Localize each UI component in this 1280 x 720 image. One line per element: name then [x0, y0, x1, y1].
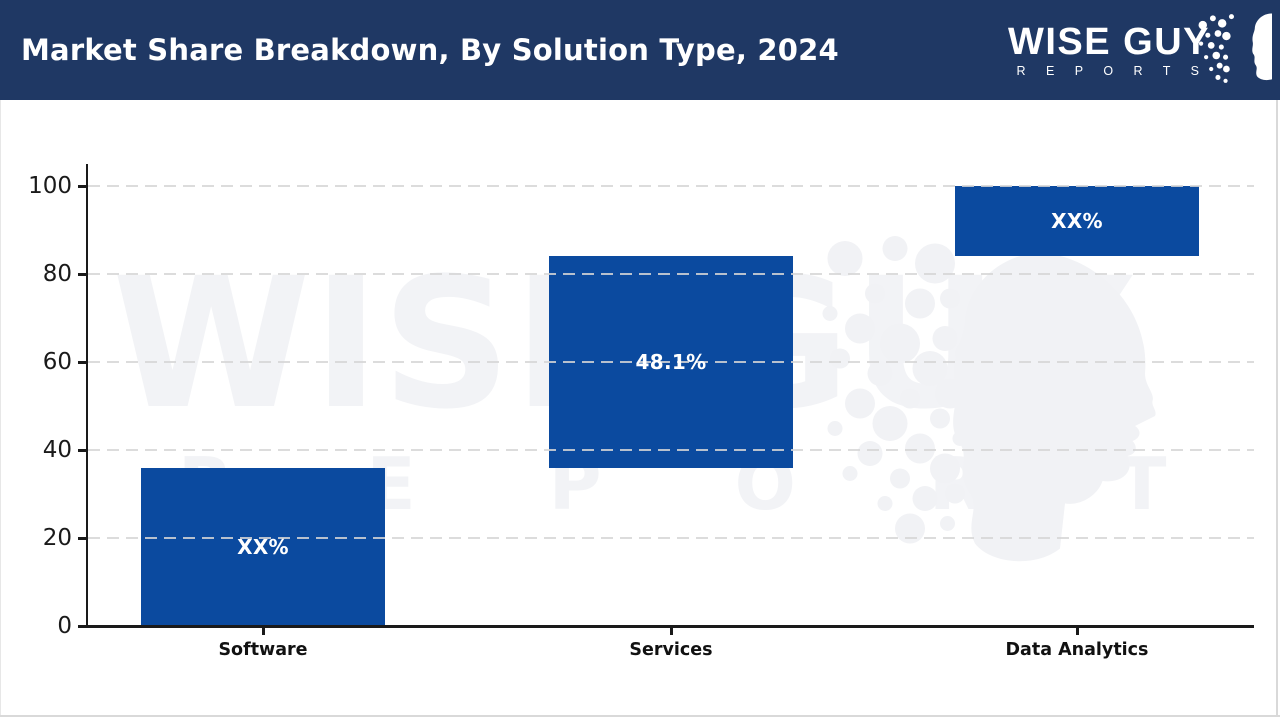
x-tick-label-software: Software — [218, 640, 308, 660]
y-axis-line — [86, 164, 88, 628]
y-tick-0 — [78, 625, 86, 628]
y-tick-20 — [78, 537, 86, 540]
y-tick-label-80: 80 — [42, 261, 72, 287]
x-tick-label-services: Services — [629, 640, 713, 660]
bar-software — [141, 467, 385, 626]
y-tick-label-0: 0 — [57, 613, 72, 639]
y-tick-label-20: 20 — [42, 525, 72, 551]
bar-value-label-services: 48.1% — [635, 349, 707, 374]
gridline-y100 — [88, 185, 1254, 187]
watermark-head-icon — [822, 236, 1156, 562]
header-bar: Market Share Breakdown, By Solution Type… — [0, 0, 1280, 100]
gridline-y80 — [88, 273, 1254, 275]
brand-head-icon — [1198, 13, 1272, 83]
y-tick-label-40: 40 — [42, 437, 72, 463]
y-tick-80 — [78, 273, 86, 276]
brand-logo-text: WISE GUY R E P O R T S — [1008, 23, 1210, 78]
y-tick-label-100: 100 — [28, 173, 72, 199]
y-tick-100 — [78, 185, 86, 188]
gridline-y40 — [88, 449, 1254, 451]
brand-name: WISE GUY — [1007, 20, 1210, 63]
gridline-y60 — [88, 361, 1254, 363]
chart-area: WISE GUY R E P O R T S XX%48.1%XX%020406… — [0, 100, 1280, 720]
y-tick-label-60: 60 — [42, 349, 72, 375]
x-tick-software — [262, 626, 265, 635]
brand-subtitle: R E P O R T S — [1016, 63, 1208, 78]
page-bottom-border — [0, 715, 1280, 717]
bar-value-label-data-analytics: XX% — [1051, 208, 1103, 233]
bar-data-analytics — [955, 186, 1199, 256]
x-tick-services — [670, 626, 673, 635]
chart-title: Market Share Breakdown, By Solution Type… — [21, 33, 839, 67]
page-right-border — [1276, 100, 1278, 716]
y-tick-40 — [78, 449, 86, 452]
x-tick-label-data-analytics: Data Analytics — [1005, 640, 1149, 660]
x-tick-data-analytics — [1076, 626, 1079, 635]
brand-logo: WISE GUY R E P O R T S — [1008, 6, 1272, 94]
gridline-y20 — [88, 537, 1254, 539]
bar-value-label-software: XX% — [237, 534, 289, 559]
page-left-border — [0, 100, 1, 715]
y-tick-60 — [78, 361, 86, 364]
